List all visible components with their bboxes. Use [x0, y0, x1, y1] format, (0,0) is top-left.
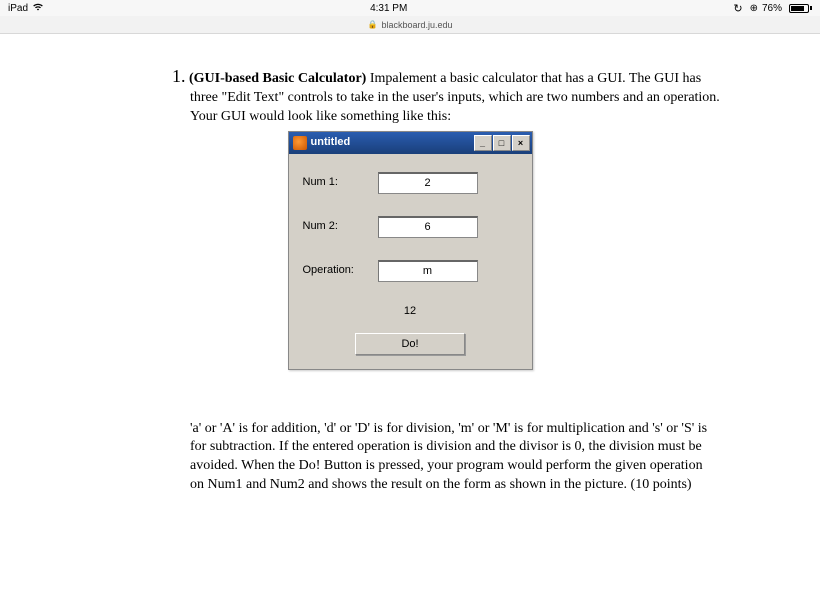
- matlab-icon: [293, 136, 307, 150]
- maximize-button[interactable]: □: [493, 135, 511, 151]
- battery-percent: 76%: [762, 3, 782, 14]
- minimize-button[interactable]: _: [474, 135, 492, 151]
- battery-icon: [786, 4, 812, 13]
- orientation-lock-icon: ⊕: [750, 3, 758, 14]
- do-button[interactable]: Do!: [355, 333, 465, 355]
- browser-url-bar[interactable]: 🔒 blackboard.ju.edu: [0, 16, 820, 34]
- wifi-icon: [32, 2, 44, 14]
- gui-body: Num 1: 2 Num 2: 6 Operation: m 12 Do!: [289, 154, 532, 369]
- question-title: (GUI-based Basic Calculator): [189, 71, 366, 86]
- window-title: untitled: [311, 135, 473, 150]
- device-label: iPad: [8, 3, 28, 14]
- question-explanation: 'a' or 'A' is for addition, 'd' or 'D' i…: [190, 420, 720, 496]
- close-button[interactable]: ×: [512, 135, 530, 151]
- num1-input[interactable]: 2: [378, 172, 478, 194]
- gui-screenshot: untitled _ □ × Num 1: 2 Num 2: 6 Operati…: [288, 131, 533, 370]
- page-content: 1. (GUI-based Basic Calculator) Impaleme…: [0, 34, 820, 495]
- num2-label: Num 2:: [303, 219, 378, 234]
- question-number: 1.: [172, 66, 186, 86]
- operation-label: Operation:: [303, 263, 378, 278]
- time-label: 4:31 PM: [370, 3, 407, 14]
- question-intro: 1. (GUI-based Basic Calculator) Impaleme…: [190, 64, 730, 127]
- status-bar: iPad 4:31 PM ↻ ⊕ 76%: [0, 0, 820, 16]
- num2-input[interactable]: 6: [378, 216, 478, 238]
- result-text: 12: [303, 304, 518, 319]
- num1-label: Num 1:: [303, 175, 378, 190]
- title-bar: untitled _ □ ×: [289, 132, 532, 154]
- lock-icon: 🔒: [367, 20, 377, 29]
- operation-input[interactable]: m: [378, 260, 478, 282]
- matlab-window: untitled _ □ × Num 1: 2 Num 2: 6 Operati…: [288, 131, 533, 370]
- url-text: blackboard.ju.edu: [381, 20, 452, 30]
- refresh-icon: ↻: [733, 2, 742, 15]
